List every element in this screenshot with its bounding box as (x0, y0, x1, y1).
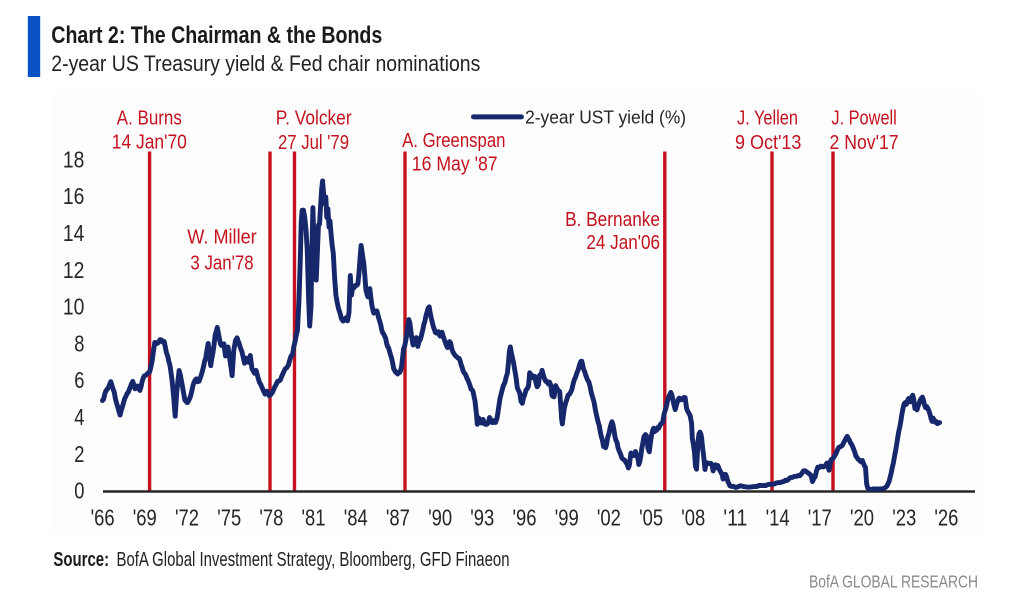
svg-text:W. Miller: W. Miller (187, 226, 257, 249)
svg-text:A. Burns: A. Burns (117, 107, 182, 130)
svg-text:J. Powell: J. Powell (831, 107, 896, 130)
svg-text:'96: '96 (513, 505, 537, 531)
svg-text:3 Jan'78: 3 Jan'78 (190, 251, 253, 274)
svg-text:'99: '99 (555, 505, 579, 531)
svg-text:2: 2 (74, 441, 84, 467)
svg-text:'93: '93 (470, 505, 494, 531)
svg-text:P. Volcker: P. Volcker (276, 107, 352, 130)
svg-text:16: 16 (63, 183, 85, 209)
svg-text:4: 4 (74, 404, 84, 430)
svg-text:2 Nov'17: 2 Nov'17 (830, 131, 899, 154)
svg-text:2-year US Treasury yield & Fed: 2-year US Treasury yield & Fed chair nom… (51, 51, 480, 76)
svg-text:'05: '05 (639, 505, 663, 531)
svg-text:BofA Global Investment Strateg: BofA Global Investment Strategy, Bloombe… (117, 548, 510, 571)
svg-text:BofA GLOBAL RESEARCH: BofA GLOBAL RESEARCH (809, 572, 978, 592)
svg-text:6: 6 (74, 367, 84, 393)
svg-text:'72: '72 (175, 505, 199, 531)
svg-text:'87: '87 (386, 505, 410, 531)
svg-text:A. Greenspan: A. Greenspan (402, 129, 505, 152)
svg-text:'66: '66 (91, 505, 115, 531)
svg-text:'78: '78 (259, 505, 283, 531)
svg-text:Chart 2: The Chairman & the Bo: Chart 2: The Chairman & the Bonds (51, 22, 382, 49)
svg-text:24 Jan'06: 24 Jan'06 (586, 231, 660, 254)
svg-text:'26: '26 (934, 505, 958, 531)
svg-text:14 Jan'70: 14 Jan'70 (112, 131, 187, 154)
svg-text:'02: '02 (597, 505, 621, 531)
svg-text:'69: '69 (133, 505, 157, 531)
svg-text:8: 8 (74, 330, 84, 356)
svg-text:12: 12 (63, 257, 85, 283)
svg-text:'81: '81 (302, 505, 326, 531)
svg-text:'11: '11 (723, 505, 747, 531)
svg-text:'84: '84 (344, 505, 368, 531)
svg-text:'14: '14 (766, 505, 790, 531)
svg-text:0: 0 (74, 478, 84, 504)
svg-text:'08: '08 (681, 505, 705, 531)
svg-text:'23: '23 (892, 505, 916, 531)
svg-text:2-year UST yield (%): 2-year UST yield (%) (525, 106, 686, 127)
svg-text:9 Oct'13: 9 Oct'13 (735, 131, 801, 154)
svg-text:10: 10 (63, 294, 85, 320)
svg-text:'20: '20 (850, 505, 874, 531)
svg-text:J. Yellen: J. Yellen (737, 107, 798, 130)
svg-text:'17: '17 (808, 505, 832, 531)
svg-text:Source:: Source: (53, 548, 109, 571)
svg-text:14: 14 (63, 220, 85, 246)
svg-text:18: 18 (63, 146, 85, 172)
svg-text:B. Bernanke: B. Bernanke (565, 208, 660, 231)
svg-text:'90: '90 (428, 505, 452, 531)
svg-text:27 Jul '79: 27 Jul '79 (278, 131, 349, 154)
svg-text:16 May '87: 16 May '87 (412, 153, 498, 176)
svg-text:'75: '75 (217, 505, 241, 531)
